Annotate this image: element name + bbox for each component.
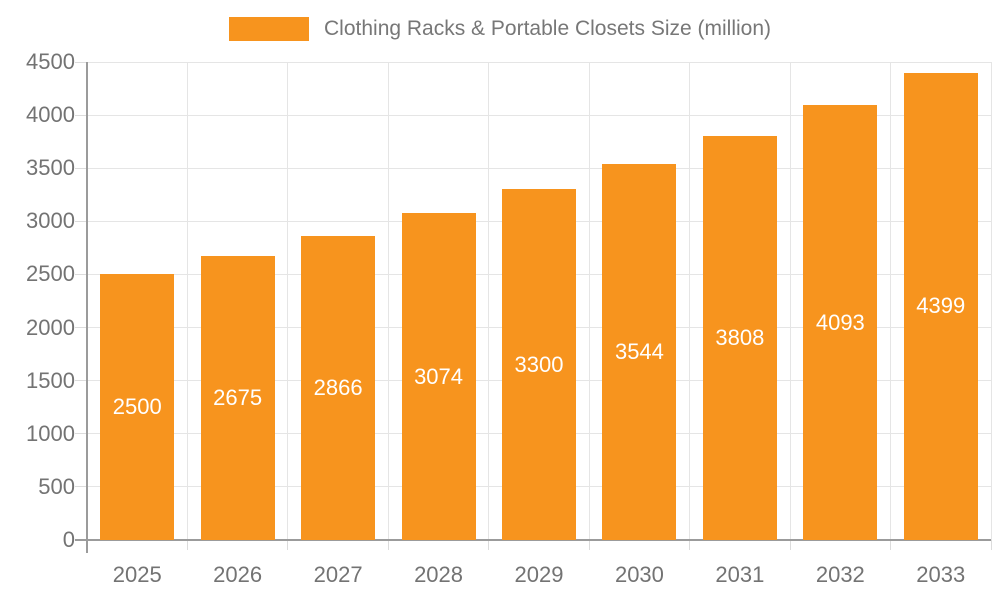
y-axis-label: 3500 (26, 155, 75, 181)
y-axis-label: 2500 (26, 261, 75, 287)
y-axis-label: 3000 (26, 208, 75, 234)
y-axis-tick (75, 433, 87, 435)
x-axis-tick (890, 540, 892, 550)
bar-value-label: 3074 (414, 363, 464, 389)
y-axis-label: 1500 (26, 367, 75, 393)
y-axis-label: 0 (62, 527, 75, 552)
x-axis-tick (488, 540, 490, 550)
y-axis-tick (75, 167, 87, 169)
x-gridline (488, 62, 490, 540)
bar: 3544 (602, 163, 677, 540)
y-axis-tick (75, 114, 87, 116)
bar: 4399 (903, 72, 978, 540)
y-axis-label: 4500 (26, 49, 75, 74)
x-axis-tick (689, 540, 691, 550)
x-axis-line (75, 539, 991, 541)
x-axis-label: 2029 (514, 562, 564, 587)
x-axis-label: 2031 (715, 562, 765, 587)
bar-value-label: 3544 (614, 338, 664, 364)
x-axis-tick (990, 540, 992, 550)
x-axis-label: 2033 (916, 562, 966, 587)
x-axis-tick (387, 540, 389, 550)
x-gridline (990, 62, 992, 540)
bar: 3300 (502, 189, 576, 540)
y-axis-line (86, 62, 88, 553)
bar-value-label: 2500 (112, 394, 162, 420)
x-gridline (287, 62, 289, 540)
x-axis-label: 2026 (213, 562, 263, 587)
x-axis-label: 2032 (815, 562, 865, 587)
bar: 3808 (702, 135, 777, 540)
x-axis-tick (789, 540, 791, 550)
x-axis-tick (186, 540, 188, 550)
y-gridline (87, 114, 991, 116)
y-axis-tick (75, 486, 87, 488)
y-axis-label: 2000 (26, 314, 75, 340)
y-axis-label: 500 (38, 473, 75, 499)
bar-value-label: 4399 (916, 293, 966, 319)
y-axis-tick (75, 327, 87, 329)
legend-label: Clothing Racks & Portable Closets Size (… (324, 17, 771, 40)
y-axis-tick (75, 220, 87, 222)
bar: 2500 (100, 274, 175, 540)
x-axis-label: 2025 (112, 562, 162, 587)
y-axis-tick (75, 273, 87, 275)
x-axis-label: 2027 (313, 562, 363, 587)
y-axis-tick (75, 61, 87, 63)
x-gridline (387, 62, 389, 540)
x-axis-label: 2028 (414, 562, 464, 587)
x-gridline (789, 62, 791, 540)
x-gridline (890, 62, 892, 540)
x-gridline (588, 62, 590, 540)
x-axis-label: 2030 (614, 562, 664, 587)
bar-value-label: 2675 (213, 384, 263, 410)
x-gridline (186, 62, 188, 540)
bar: 3074 (401, 213, 476, 540)
bar-value-label: 2866 (313, 374, 363, 400)
x-axis-tick (287, 540, 289, 550)
bar-value-label: 4093 (815, 309, 865, 335)
y-axis-label: 1000 (26, 420, 75, 446)
bar: 4093 (803, 105, 878, 540)
y-gridline (87, 61, 991, 63)
legend-swatch (229, 17, 309, 41)
y-axis-label: 4000 (26, 102, 75, 128)
bar: 2675 (200, 255, 275, 540)
x-gridline (689, 62, 691, 540)
y-gridline (87, 167, 991, 169)
bar: 2866 (301, 235, 376, 540)
bar-value-label: 3300 (514, 351, 564, 377)
chart-legend: Clothing Racks & Portable Closets Size (… (0, 17, 1000, 41)
x-axis-tick (588, 540, 590, 550)
y-axis-tick (75, 380, 87, 382)
bar-value-label: 3808 (715, 324, 765, 350)
